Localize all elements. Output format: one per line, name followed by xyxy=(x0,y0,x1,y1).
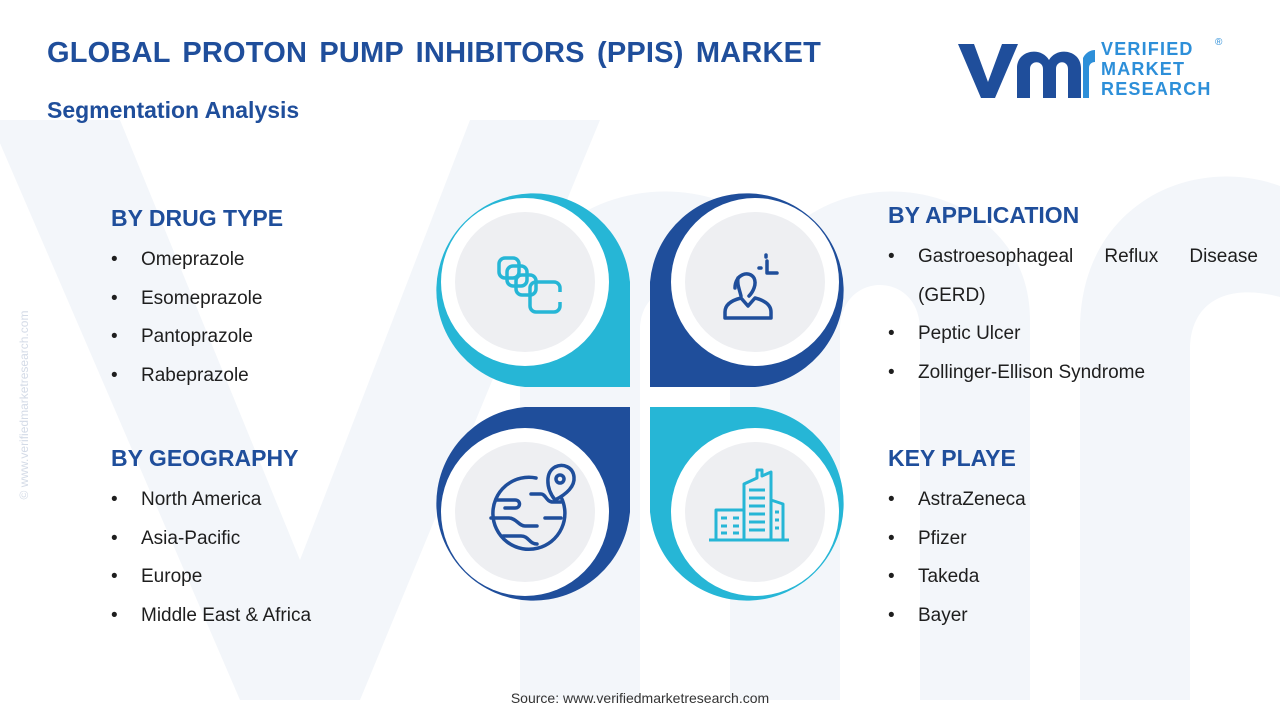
segment-geography: BY GEOGRAPHY North America Asia-Pacific … xyxy=(111,445,401,635)
list-item: Esomeprazole xyxy=(111,280,401,319)
list-item: AstraZeneca xyxy=(888,481,1188,520)
company-logo: VERIFIED MARKET RESEARCH ® xyxy=(955,37,1225,104)
segment-application: BY APPLICATION Gastroesophageal Reflux D… xyxy=(888,202,1258,392)
segment-list-application: Gastroesophageal Reflux Disease (GERD) P… xyxy=(888,238,1258,392)
segment-heading-drug-type: BY DRUG TYPE xyxy=(111,205,284,231)
vmr-logo-mark xyxy=(958,44,1095,98)
list-item: Omeprazole xyxy=(111,241,401,280)
segment-key-players: KEY PLAYE AstraZeneca Pfizer Takeda Baye… xyxy=(888,445,1188,635)
logo-line-verified: VERIFIED xyxy=(1101,39,1194,59)
list-item: North America xyxy=(111,481,401,520)
petal-bottom-right xyxy=(650,407,844,601)
segment-list-drug-type: Omeprazole Esomeprazole Pantoprazole Rab… xyxy=(111,241,401,395)
person-analysis-icon xyxy=(723,253,779,320)
globe-location-icon xyxy=(489,463,576,552)
city-buildings-icon xyxy=(709,468,789,542)
segment-heading-key-players: KEY PLAYE xyxy=(888,445,1016,471)
list-item: Bayer xyxy=(888,597,1188,636)
petal-bottom-left xyxy=(436,407,630,601)
list-item: Rabeprazole xyxy=(111,357,401,396)
list-item: Gastroesophageal Reflux Disease (GERD) xyxy=(888,238,1258,315)
capsules-icon xyxy=(497,256,562,314)
logo-line-market: MARKET xyxy=(1101,59,1186,79)
segment-heading-geography: BY GEOGRAPHY xyxy=(111,445,299,471)
list-item: Takeda xyxy=(888,558,1188,597)
petal-top-right xyxy=(650,193,844,387)
list-item: Pantoprazole xyxy=(111,318,401,357)
petal-top-left xyxy=(436,193,630,387)
list-item: Zollinger-Ellison Syndrome xyxy=(888,354,1258,393)
list-item: Peptic Ulcer xyxy=(888,315,1258,354)
page-title: GLOBAL PROTON PUMP INHIBITORS (PPIS) MAR… xyxy=(47,37,822,69)
list-item: Europe xyxy=(111,558,401,597)
list-item: Pfizer xyxy=(888,520,1188,559)
list-item: Asia-Pacific xyxy=(111,520,401,559)
list-item: Middle East & Africa xyxy=(111,597,401,636)
source-citation: Source: www.verifiedmarketresearch.com xyxy=(510,690,770,706)
segmentation-graphic xyxy=(436,193,844,601)
logo-wordmark: VERIFIED MARKET RESEARCH xyxy=(1101,39,1212,99)
segment-heading-application: BY APPLICATION xyxy=(888,202,1080,228)
registered-mark: ® xyxy=(1215,37,1223,48)
segment-list-geography: North America Asia-Pacific Europe Middle… xyxy=(111,481,401,635)
segment-drug-type: BY DRUG TYPE Omeprazole Esomeprazole Pan… xyxy=(111,205,401,395)
side-watermark: © www.verifiedmarketresearch.com xyxy=(17,310,31,500)
logo-line-research: RESEARCH xyxy=(1101,79,1212,99)
page-subtitle: Segmentation Analysis xyxy=(47,97,300,123)
segment-list-key-players: AstraZeneca Pfizer Takeda Bayer xyxy=(888,481,1188,635)
